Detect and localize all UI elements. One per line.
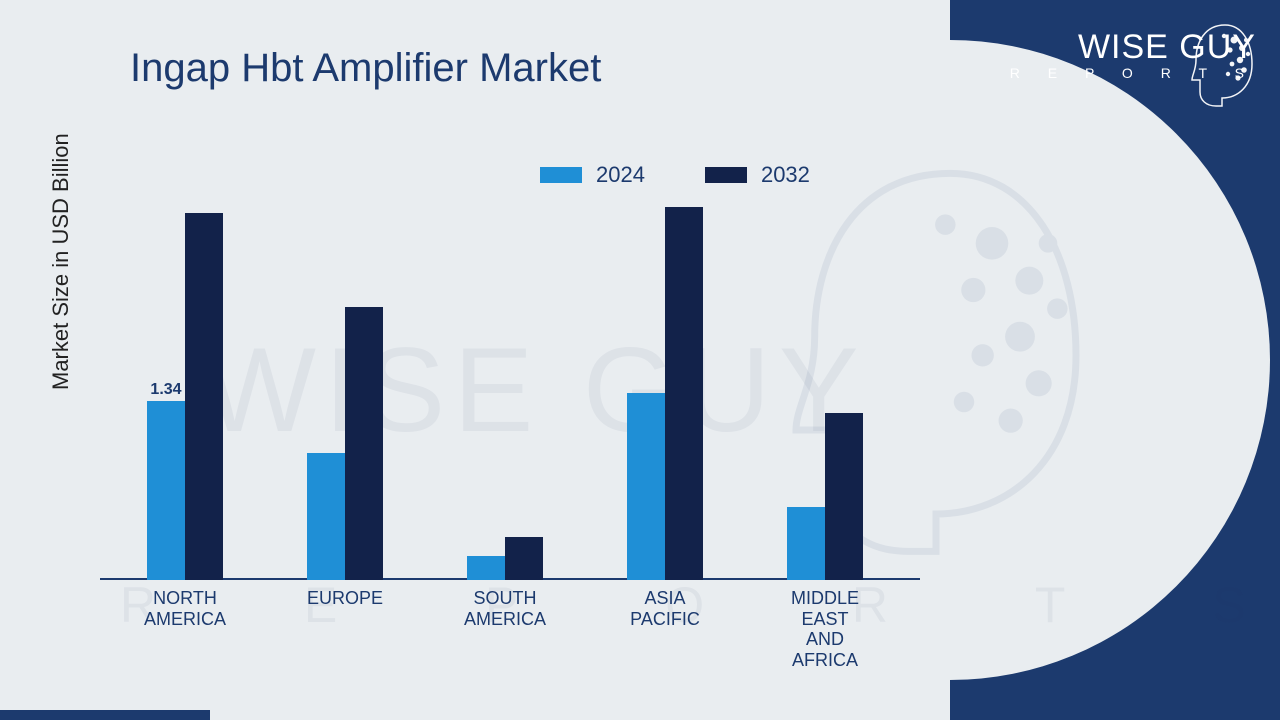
- chart-title: Ingap Hbt Amplifier Market: [130, 46, 601, 91]
- bar-2032: [665, 207, 703, 580]
- brand-head-icon: [1190, 20, 1260, 110]
- bar-2024: [307, 453, 345, 580]
- legend: 2024 2032: [540, 162, 810, 188]
- x-axis-category-label: NORTHAMERICA: [115, 588, 255, 629]
- x-axis-category-label: SOUTHAMERICA: [435, 588, 575, 629]
- legend-item-2024: 2024: [540, 162, 645, 188]
- bar-group: 1.34NORTHAMERICA: [130, 213, 240, 580]
- bar-2024: [627, 393, 665, 580]
- bar-2032: [825, 413, 863, 580]
- bar-2032: [505, 537, 543, 580]
- legend-swatch-2024: [540, 167, 582, 183]
- legend-label-2032: 2032: [761, 162, 810, 188]
- x-axis-category-label: MIDDLEEASTANDAFRICA: [755, 588, 895, 671]
- bar-2032: [185, 213, 223, 580]
- bar-group: ASIAPACIFIC: [610, 207, 720, 580]
- bar-group: EUROPE: [290, 307, 400, 580]
- bar-2032: [345, 307, 383, 580]
- bar-2024: [787, 507, 825, 580]
- legend-swatch-2032: [705, 167, 747, 183]
- bar-chart: 1.34NORTHAMERICA EUROPE SOUTHAMERICA ASIAPA…: [100, 200, 920, 580]
- bar-2024: [147, 401, 185, 580]
- footer-accent-bar: [0, 710, 210, 720]
- y-axis-label: Market Size in USD Billion: [48, 133, 74, 390]
- bar-group: MIDDLEEASTANDAFRICA: [770, 413, 880, 580]
- bar-2024: [467, 556, 505, 580]
- legend-label-2024: 2024: [596, 162, 645, 188]
- legend-item-2032: 2032: [705, 162, 810, 188]
- x-axis-category-label: ASIAPACIFIC: [595, 588, 735, 629]
- x-axis-category-label: EUROPE: [275, 588, 415, 609]
- bar-group: SOUTHAMERICA: [450, 537, 560, 580]
- bar-value-label: 1.34: [147, 381, 185, 399]
